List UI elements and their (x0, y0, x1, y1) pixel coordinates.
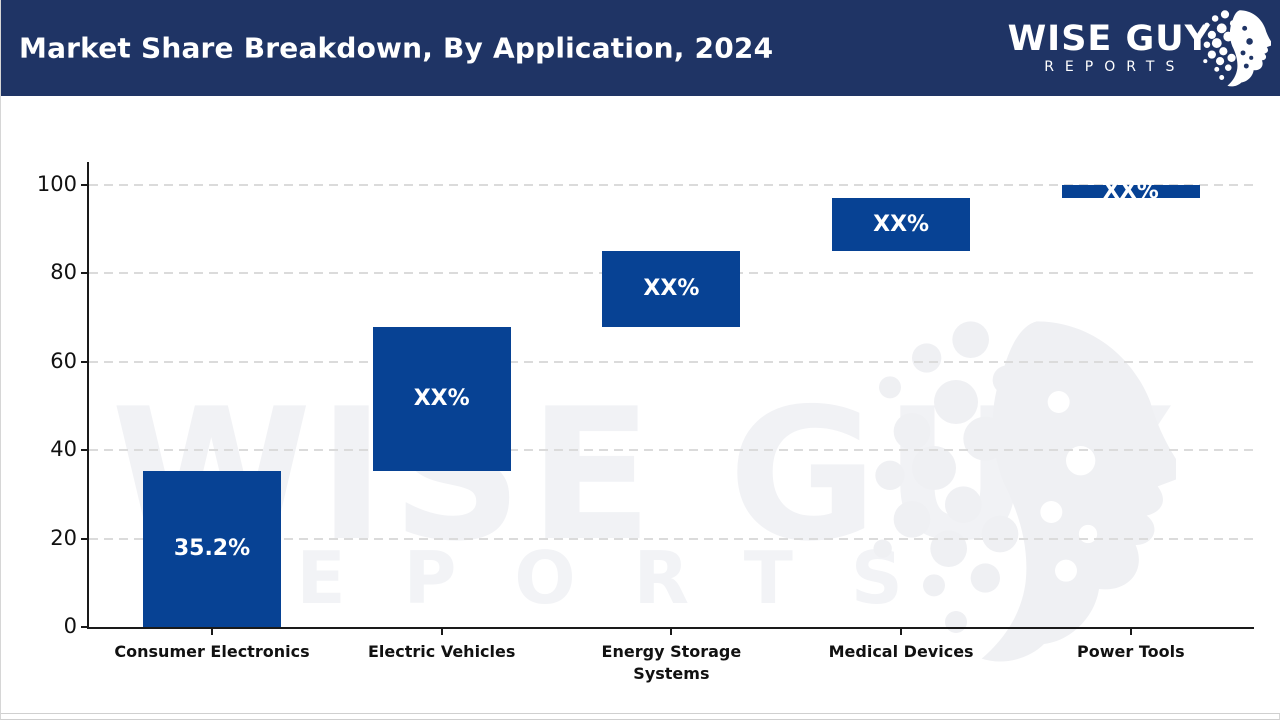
y-tick-20 (81, 537, 89, 540)
x-tick (1129, 627, 1132, 635)
bar-value-label: XX% (873, 211, 930, 237)
y-tick-60 (81, 360, 89, 363)
y-tick-100 (81, 184, 89, 186)
y-tick-40 (81, 449, 89, 452)
x-category-label: Power Tools (1077, 642, 1185, 661)
logo-text: WISE GUY REPORTS (1007, 18, 1211, 76)
watermark-head-icon (873, 321, 1176, 662)
x-axis-spine (87, 627, 1254, 629)
head-profile-icon (1203, 10, 1271, 87)
x-tick (211, 627, 213, 635)
bar-segment (143, 471, 281, 627)
y-axis-label-0: 0 (63, 614, 77, 638)
x-tick (440, 627, 443, 635)
y-axis-label-100: 100 (36, 172, 77, 196)
y-tick-80 (81, 272, 89, 275)
bar-segment (1061, 185, 1200, 199)
page-title: Market Share Breakdown, By Application, … (19, 31, 774, 65)
bar-value-label: 35.2% (173, 536, 251, 562)
logo-wordmark: WISE GUY (1007, 18, 1211, 59)
y-axis-label-80: 80 (50, 260, 77, 285)
x-category-label: Consumer Electronics (114, 642, 310, 661)
bar-segment (372, 327, 511, 472)
bar-value-label: XX% (643, 276, 700, 302)
y-tick-0 (81, 626, 89, 628)
bar-value-label: XX% (413, 386, 470, 412)
wise-guy-logo: WISE GUY REPORTS (1008, 6, 1271, 90)
bar-segment (602, 251, 741, 328)
watermark-subtitle: REPORTS (183, 536, 961, 620)
x-tick (900, 627, 903, 635)
y-axis-label-40: 40 (50, 437, 77, 462)
bottom-divider (1, 713, 1280, 714)
logo-subtitle: REPORTS (1044, 59, 1186, 76)
x-category-label: Medical Devices (828, 642, 974, 661)
x-category-label: Electric Vehicles (367, 642, 516, 661)
gridline-20 (89, 537, 1254, 540)
gridline-100 (89, 184, 1254, 186)
bar-value-label: XX% (1102, 178, 1159, 204)
bar-segment (832, 198, 971, 252)
header-bar: Market Share Breakdown, By Application, … (1, 0, 1280, 96)
y-axis-spine (87, 162, 89, 629)
gridline-40 (89, 449, 1254, 452)
gridline-60 (89, 360, 1254, 363)
y-axis-label-60: 60 (50, 348, 77, 373)
x-tick (670, 627, 673, 635)
x-category-label: Energy Storage Systems (601, 642, 742, 683)
y-axis-label-20: 20 (50, 525, 77, 550)
